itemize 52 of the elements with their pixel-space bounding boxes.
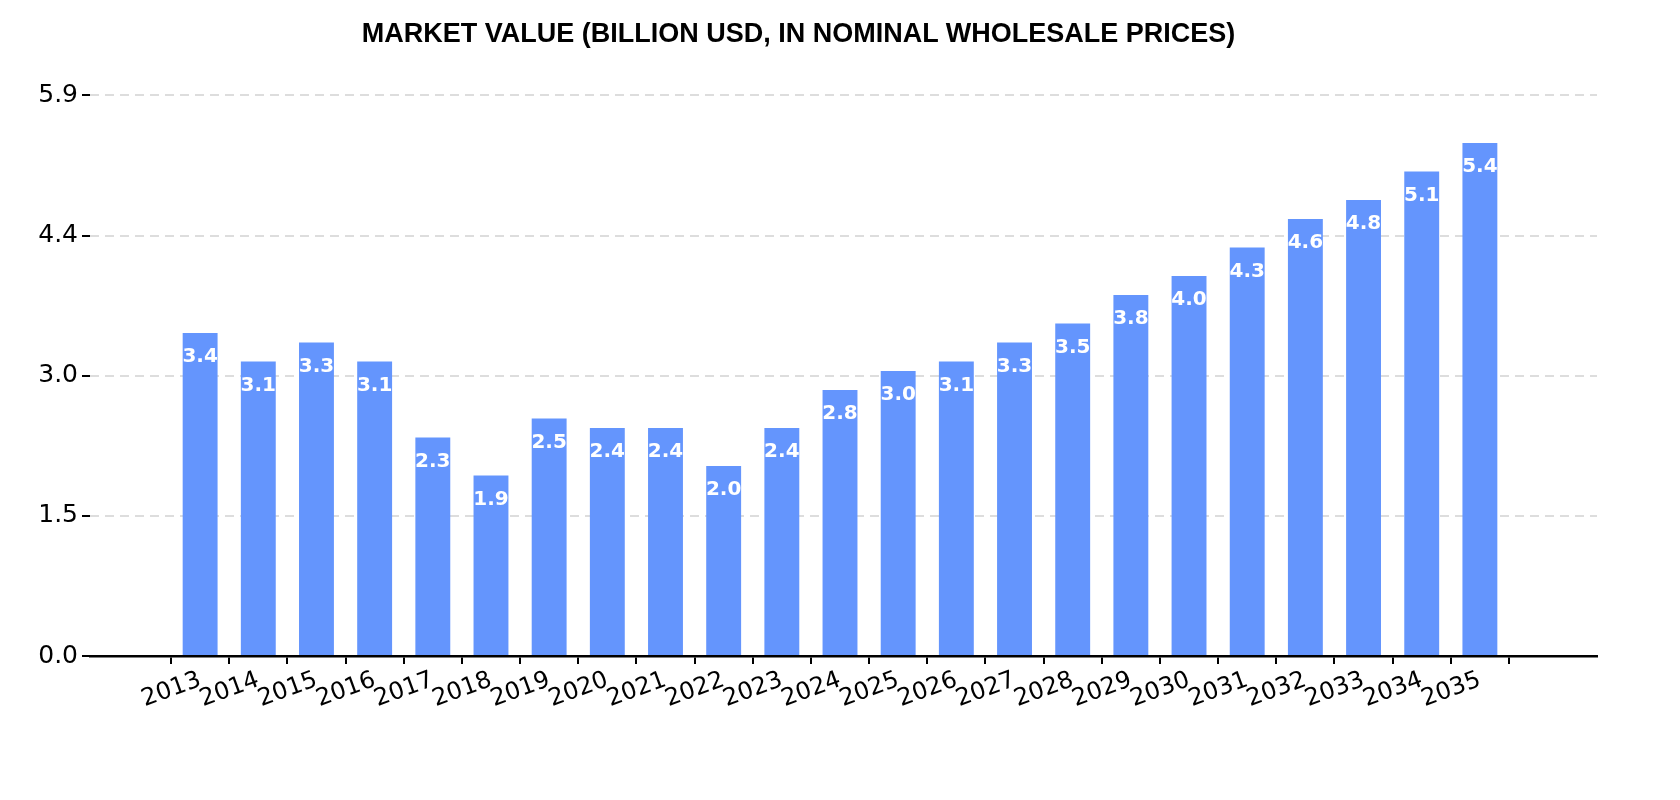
data-label: 5.1 (1404, 181, 1440, 206)
bar (1055, 323, 1091, 655)
y-tick-label: 5.9 (38, 78, 78, 108)
bar (1346, 199, 1381, 655)
data-label: 4.8 (1345, 210, 1382, 235)
bar (648, 427, 683, 655)
bar (1404, 171, 1440, 655)
bar (240, 361, 276, 655)
bar (473, 475, 509, 655)
data-label: 2.4 (589, 438, 626, 463)
y-tick-label: 1.5 (38, 499, 78, 529)
bar (997, 342, 1032, 655)
data-label: 2.3 (415, 447, 451, 472)
bar (531, 418, 567, 655)
data-label: 3.1 (240, 371, 277, 396)
bar (1229, 247, 1265, 655)
data-label: 5.4 (1462, 153, 1498, 178)
data-label: 3.1 (938, 371, 975, 396)
bar (1171, 275, 1207, 655)
chart-title: MARKET VALUE (BILLION USD, IN NOMINAL WHOLESALE PRICES) (361, 17, 1236, 48)
bar (1462, 142, 1498, 655)
y-tick-label: 0.0 (38, 639, 78, 669)
bar (880, 370, 916, 655)
bar (822, 389, 858, 655)
data-label: 4.3 (1229, 257, 1265, 282)
data-label: 3.3 (996, 352, 1033, 377)
bar (415, 437, 451, 655)
data-label: 2.4 (647, 438, 684, 463)
bar (357, 361, 393, 655)
data-label: 2.5 (531, 428, 567, 453)
bar (706, 465, 742, 655)
data-label: 3.1 (356, 371, 393, 396)
data-label: 3.8 (1113, 305, 1149, 330)
data-label: 2.8 (822, 400, 858, 425)
y-tick-label: 3.0 (38, 359, 78, 389)
data-label: 3.3 (298, 352, 335, 377)
data-label: 2.4 (764, 438, 800, 463)
bar (182, 332, 218, 655)
bar (1287, 218, 1323, 655)
bar (1113, 294, 1149, 655)
y-tick-label: 4.4 (38, 219, 78, 249)
data-label: 2.0 (705, 476, 742, 501)
data-label: 3.0 (880, 381, 916, 406)
data-label: 3.5 (1054, 333, 1091, 358)
data-label: 4.6 (1287, 229, 1324, 254)
data-label: 4.0 (1171, 286, 1207, 311)
data-label: 3.4 (182, 343, 218, 368)
data-label: 1.9 (473, 485, 509, 510)
bar (299, 342, 334, 655)
bar (764, 427, 800, 655)
bar (938, 361, 974, 655)
bar (589, 427, 625, 655)
